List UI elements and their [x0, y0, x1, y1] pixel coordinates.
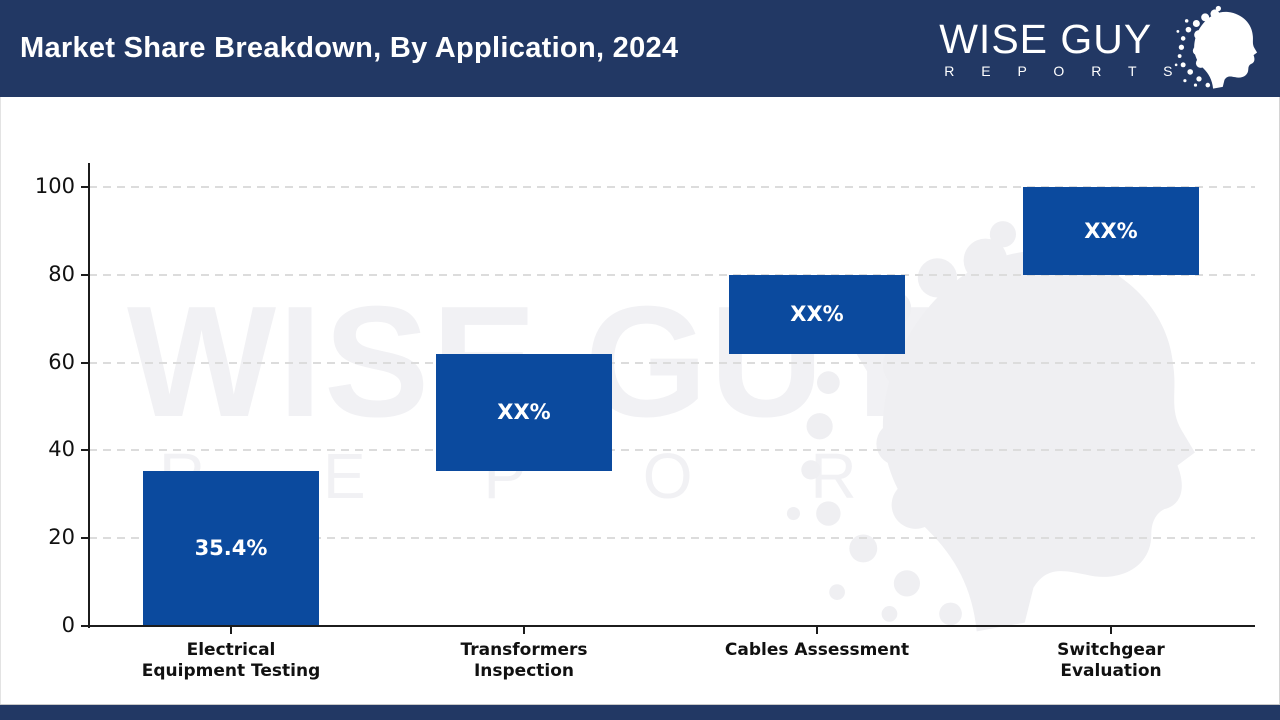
bar-segment: XX% [1023, 187, 1199, 275]
y-tick-label: 0 [61, 613, 75, 637]
x-axis-tick [230, 626, 232, 634]
gridline-y40 [89, 449, 1255, 452]
bar-segment: 35.4% [143, 470, 319, 626]
header-bar: Market Share Breakdown, By Application, … [0, 0, 1280, 97]
x-axis-tick [523, 626, 525, 634]
y-tick-label: 100 [34, 174, 75, 198]
page-title: Market Share Breakdown, By Application, … [20, 32, 679, 64]
x-axis-tick [816, 626, 818, 634]
y-axis-tick [81, 273, 89, 276]
footer-bar [0, 704, 1280, 720]
y-axis-tick [81, 449, 89, 452]
gridline-y100 [89, 186, 1255, 188]
logo-wordmark: WISE GUY [939, 15, 1153, 62]
y-axis-tick [81, 186, 89, 188]
gridline-y20 [89, 537, 1255, 540]
bar-segment: XX% [729, 274, 905, 354]
x-category-label: Transformers Inspection [460, 640, 588, 682]
x-category-label: Cables Assessment [724, 640, 910, 660]
x-axis-line [88, 625, 1255, 627]
bar-value-label: XX% [790, 302, 844, 327]
logo-text: WISE GUY R E P O R T S [939, 15, 1184, 79]
gridline-y80 [89, 273, 1255, 276]
bar-value-label: 35.4% [194, 536, 268, 561]
bar-value-label: XX% [1084, 218, 1138, 243]
y-axis-tick [81, 361, 89, 364]
y-axis-tick [81, 537, 89, 540]
x-axis-tick [1110, 626, 1112, 634]
chart-area: WISE GUY R E P O R T S 02040608010035.4%… [0, 97, 1280, 704]
logo-subtitle: R E P O R T S [944, 62, 1184, 79]
bar-segment: XX% [436, 353, 612, 471]
y-tick-label: 40 [48, 437, 75, 462]
y-tick-label: 80 [48, 261, 75, 286]
y-tick-label: 20 [48, 525, 75, 550]
gridline-y60 [89, 361, 1255, 364]
y-axis-tick [81, 625, 89, 627]
x-category-label: Electrical Equipment Testing [141, 640, 321, 682]
y-axis-line [88, 163, 90, 628]
dotted-head-icon [1174, 5, 1258, 89]
y-tick-label: 60 [48, 349, 75, 374]
wise-guy-reports-logo: WISE GUY R E P O R T S [939, 0, 1272, 97]
bar-value-label: XX% [497, 400, 551, 425]
x-category-label: Switchgear Evaluation [1057, 640, 1165, 682]
